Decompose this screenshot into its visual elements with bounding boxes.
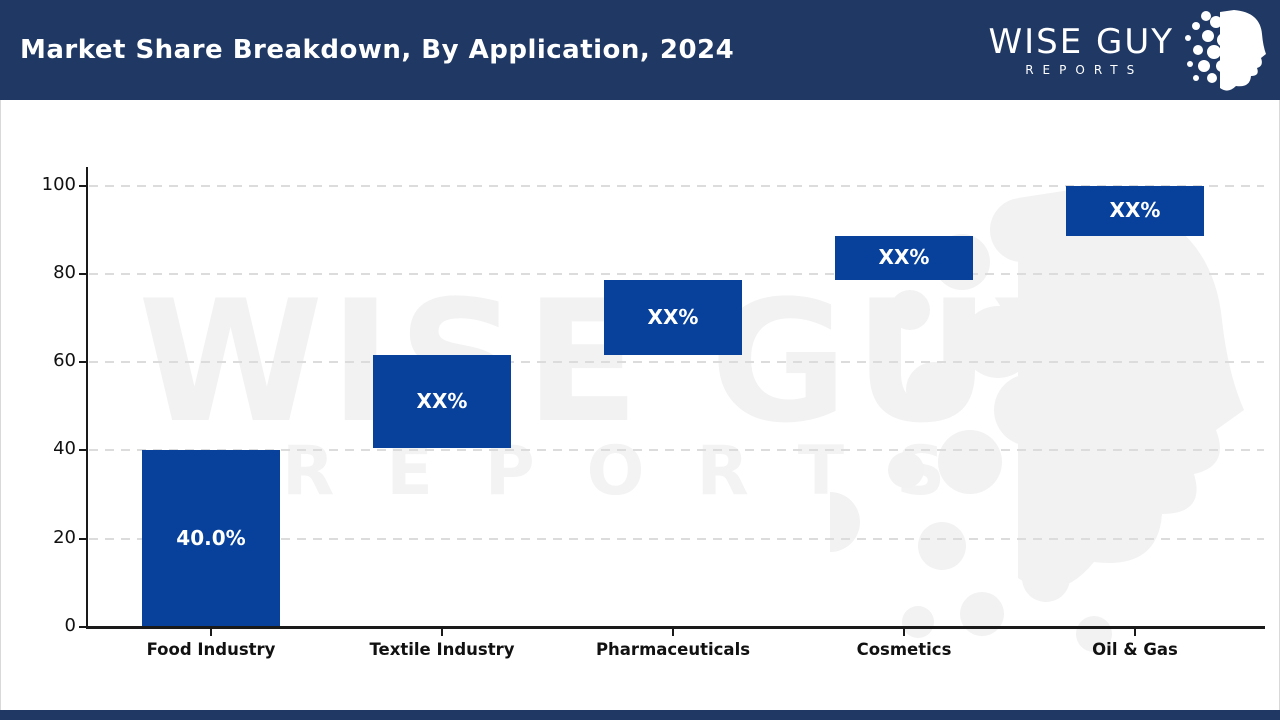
y-tick-label-80: 80 <box>53 261 76 283</box>
wiseguy-logo-text: WISE GUY REPORTS <box>988 24 1174 77</box>
gridline-100 <box>89 184 1264 187</box>
wiseguy-logo-face-icon <box>1185 10 1266 91</box>
y-tick-label-40: 40 <box>53 438 76 460</box>
y-tick-label-0: 0 <box>64 615 76 636</box>
bar-textile-industry <box>373 355 511 449</box>
x-tick-label-pharmaceuticals: Pharmaceuticals <box>595 640 751 659</box>
x-tick-cosmetics <box>903 629 905 636</box>
bar-label-textile-industry: XX% <box>416 388 468 413</box>
y-tick-100 <box>79 184 87 187</box>
bar-label-pharmaceuticals: XX% <box>647 304 699 329</box>
bar-label-oil-gas: XX% <box>1109 197 1161 222</box>
gridline-60 <box>89 361 1264 364</box>
y-axis-line <box>86 167 88 628</box>
y-tick-80 <box>79 272 87 275</box>
logo-brand-line2: REPORTS <box>1025 62 1144 77</box>
y-tick-label-20: 20 <box>53 526 76 548</box>
y-tick-40 <box>79 449 87 452</box>
y-tick-label-100: 100 <box>41 173 76 195</box>
y-tick-0 <box>79 626 87 628</box>
x-tick-label-oil-gas: Oil & Gas <box>1092 640 1178 659</box>
x-tick-food-industry <box>210 629 212 636</box>
chart-title: Market Share Breakdown, By Application, … <box>20 35 735 65</box>
x-axis-line <box>86 626 1265 629</box>
x-tick-label-textile-industry: Textile Industry <box>369 640 515 659</box>
gridline-80 <box>89 272 1264 275</box>
y-tick-label-60: 60 <box>53 350 76 372</box>
x-tick-label-cosmetics: Cosmetics <box>856 640 952 659</box>
bar-oil-gas <box>1066 185 1204 237</box>
x-tick-label-food-industry: Food Industry <box>146 640 276 659</box>
gridline-40 <box>89 449 1264 452</box>
x-tick-pharmaceuticals <box>672 629 674 636</box>
bar-cosmetics <box>835 236 973 281</box>
x-tick-oil-gas <box>1134 629 1136 636</box>
bar-label-cosmetics: XX% <box>878 245 930 270</box>
header-band: Market Share Breakdown, By Application, … <box>0 0 1280 100</box>
bar-food-industry <box>142 450 280 627</box>
logo-brand-line1: WISE GUY <box>988 21 1174 62</box>
bar-label-food-industry: 40.0% <box>176 525 246 550</box>
footer-band <box>0 710 1280 720</box>
y-tick-60 <box>79 361 87 364</box>
bar-pharmaceuticals <box>604 280 742 356</box>
gridline-20 <box>89 537 1264 540</box>
watermark-face-icon <box>830 190 1244 652</box>
wiseguy-logo: WISE GUY REPORTS <box>988 0 1272 100</box>
x-tick-textile-industry <box>441 629 443 636</box>
y-tick-20 <box>79 537 87 540</box>
